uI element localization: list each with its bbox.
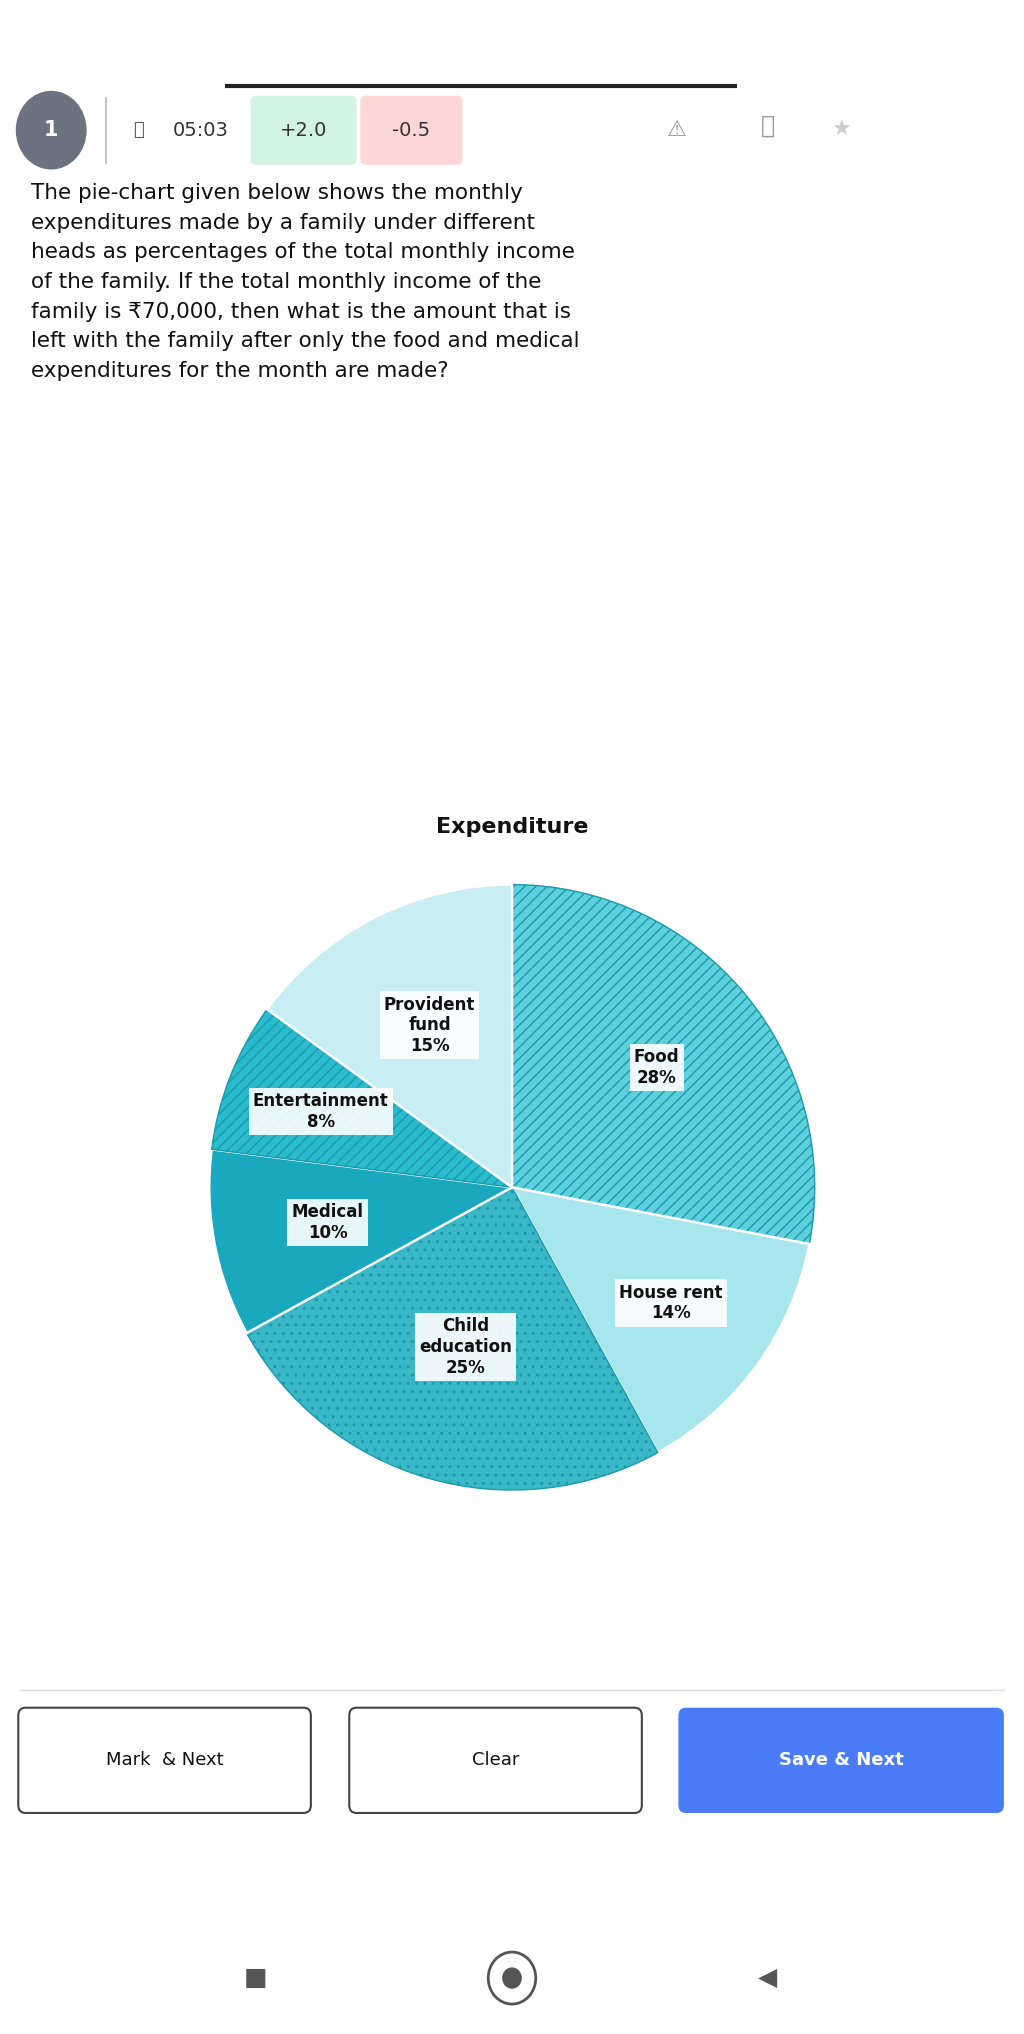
Wedge shape xyxy=(212,1009,512,1188)
FancyBboxPatch shape xyxy=(251,96,356,165)
Text: Entertainment
8%: Entertainment 8% xyxy=(253,1092,388,1131)
Text: Mark  & Next: Mark & Next xyxy=(105,1751,223,1770)
FancyBboxPatch shape xyxy=(678,1709,1004,1812)
Text: 05:03: 05:03 xyxy=(173,120,229,140)
Text: ■: ■ xyxy=(244,1967,268,1989)
Text: Clear: Clear xyxy=(472,1751,519,1770)
Wedge shape xyxy=(512,1188,809,1452)
FancyBboxPatch shape xyxy=(360,96,463,165)
Circle shape xyxy=(503,1969,521,1987)
Wedge shape xyxy=(267,885,512,1188)
Text: +2.0: +2.0 xyxy=(280,120,328,140)
Text: -0.5: -0.5 xyxy=(392,120,430,140)
FancyBboxPatch shape xyxy=(349,1709,642,1812)
Text: Save & Next: Save & Next xyxy=(779,1751,903,1770)
Text: Medical
10%: Medical 10% xyxy=(292,1202,364,1243)
Wedge shape xyxy=(209,1149,512,1332)
Text: 1: 1 xyxy=(44,120,58,140)
Text: Child
education
25%: Child education 25% xyxy=(419,1318,512,1377)
Circle shape xyxy=(16,92,86,169)
Text: Provident
fund
15%: Provident fund 15% xyxy=(384,997,475,1056)
Text: The pie-chart given below shows the monthly
expenditures made by a family under : The pie-chart given below shows the mont… xyxy=(31,183,580,380)
Text: ⨿: ⨿ xyxy=(761,114,775,138)
Text: House rent
14%: House rent 14% xyxy=(620,1283,723,1322)
Text: Expenditure: Expenditure xyxy=(436,818,588,838)
Wedge shape xyxy=(512,885,815,1245)
Text: Food
28%: Food 28% xyxy=(634,1048,680,1086)
Text: ⚠: ⚠ xyxy=(667,120,686,140)
Text: ★: ★ xyxy=(831,120,851,140)
Wedge shape xyxy=(247,1188,657,1491)
Text: ⏱: ⏱ xyxy=(133,122,144,138)
Text: ◀: ◀ xyxy=(759,1967,777,1989)
FancyBboxPatch shape xyxy=(18,1709,311,1812)
